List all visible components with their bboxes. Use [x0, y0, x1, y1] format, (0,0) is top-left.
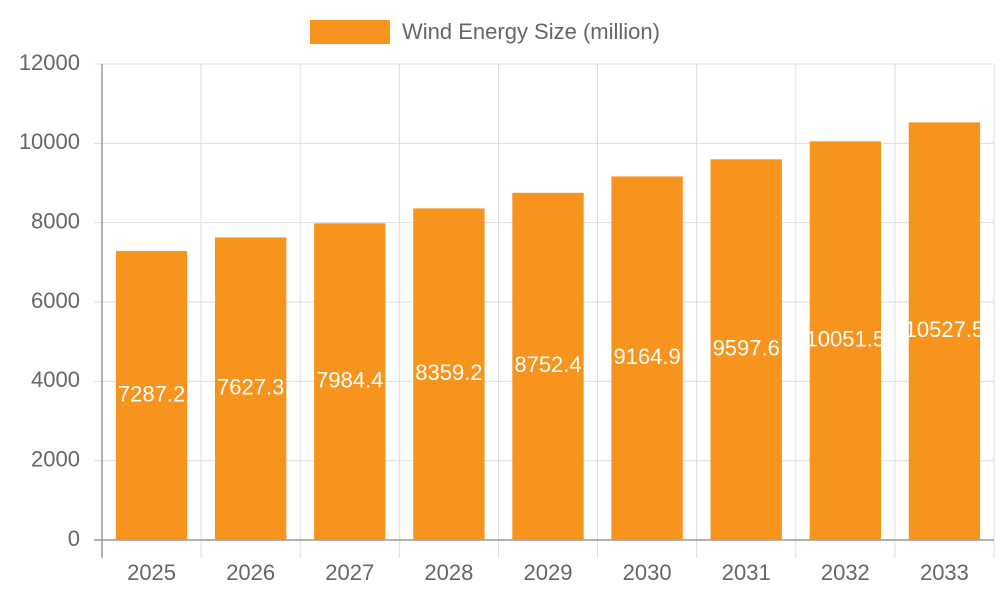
x-tick-label: 2033	[920, 560, 969, 585]
y-tick-label: 2000	[31, 446, 80, 471]
data-label: 9164.9	[613, 344, 680, 369]
bar	[115, 250, 188, 540]
x-tick-label: 2026	[226, 560, 275, 585]
data-label: 8359.2	[415, 360, 482, 385]
bar	[908, 122, 981, 540]
x-tick-label: 2030	[623, 560, 672, 585]
bar	[314, 223, 386, 540]
data-label: 8752.4	[514, 352, 581, 377]
x-tick-label: 2027	[325, 560, 374, 585]
bar	[710, 159, 782, 540]
data-label: 10051.5	[806, 326, 886, 351]
data-label: 9597.6	[713, 335, 780, 360]
y-tick-label: 4000	[31, 367, 80, 392]
legend-label: Wind Energy Size (million)	[402, 19, 660, 44]
bar	[809, 141, 882, 540]
x-tick-label: 2028	[424, 560, 473, 585]
y-tick-label: 8000	[31, 208, 80, 233]
legend-swatch	[310, 20, 390, 44]
bar	[611, 176, 683, 540]
bar	[214, 237, 287, 540]
x-tick-label: 2031	[722, 560, 771, 585]
x-tick-label: 2025	[127, 560, 176, 585]
x-tick-label: 2029	[524, 560, 573, 585]
data-label: 7287.2	[118, 381, 185, 406]
data-label: 10527.5	[905, 317, 985, 342]
y-tick-label: 0	[68, 526, 80, 551]
data-label: 7627.3	[217, 375, 284, 400]
y-tick-label: 10000	[19, 129, 80, 154]
bar	[413, 208, 485, 540]
data-label: 7984.4	[316, 367, 383, 392]
bar	[512, 192, 584, 540]
y-tick-label: 6000	[31, 288, 80, 313]
y-tick-label: 12000	[19, 50, 80, 75]
x-tick-label: 2032	[821, 560, 870, 585]
